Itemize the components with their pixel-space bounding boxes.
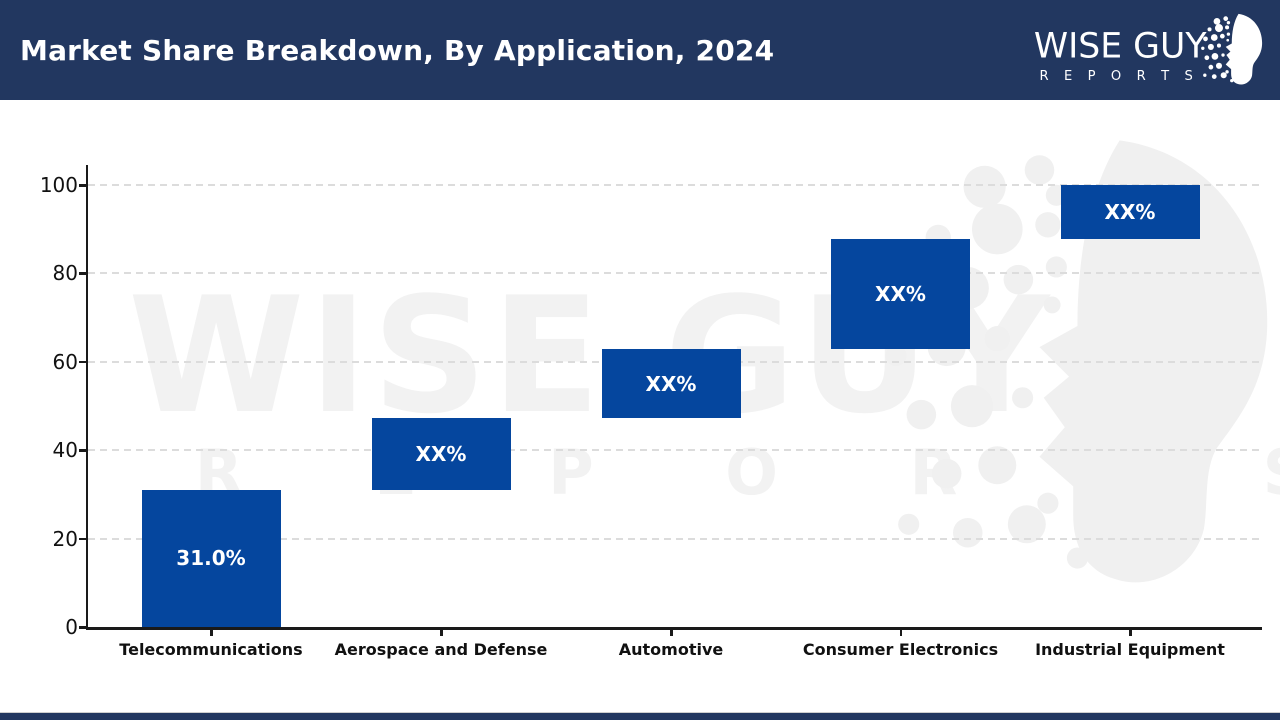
category-label-2: Automotive: [618, 640, 724, 659]
gridline-100: [88, 184, 1262, 186]
brand-subtext: R E P O R T S: [1039, 69, 1198, 84]
y-tick-label-80: 80: [52, 261, 78, 286]
header-bar: Market Share Breakdown, By Application, …: [0, 0, 1280, 100]
category-label-4: Industrial Equipment: [1035, 640, 1225, 659]
bar-aerospace-and-defense: XX%: [371, 418, 511, 490]
bar-telecommunications: 31.0%: [141, 489, 281, 627]
x-tick-mark-4: [1129, 627, 1132, 636]
bar-consumer-electronics: XX%: [831, 239, 970, 349]
y-tick-mark-80: [79, 272, 88, 275]
x-axis-line: [85, 627, 1262, 630]
x-tick-mark-0: [210, 627, 213, 636]
y-tick-mark-0: [79, 626, 88, 629]
chart-title: Market Share Breakdown, By Application, …: [20, 33, 775, 67]
category-label-3: Consumer Electronics: [802, 640, 999, 659]
bar-value-label: XX%: [1104, 200, 1156, 225]
y-tick-label-0: 0: [65, 615, 78, 639]
bar-value-label: 31.0%: [176, 546, 246, 571]
y-axis-line: [85, 165, 88, 630]
gridline-80: [88, 272, 1262, 275]
gridline-20: [88, 537, 1262, 540]
y-tick-mark-100: [79, 184, 88, 187]
y-tick-label-40: 40: [52, 438, 78, 463]
x-tick-mark-1: [440, 627, 443, 636]
brand-logo: WISE GUY R E P O R T S: [1034, 13, 1263, 85]
bar-industrial-equipment: XX%: [1060, 185, 1200, 240]
footer-bar: [0, 712, 1280, 720]
brand-dotface-icon: [1201, 13, 1263, 85]
gridline-40: [88, 449, 1262, 452]
x-tick-mark-3: [899, 627, 902, 636]
y-tick-mark-60: [79, 360, 88, 364]
category-label-0: Telecommunications: [119, 640, 303, 659]
category-label-1: Aerospace and Defense: [334, 640, 548, 659]
brand-wordmark: WISE GUY: [1034, 26, 1207, 66]
y-tick-mark-20: [79, 537, 88, 541]
bar-value-label: XX%: [415, 442, 467, 467]
bar-value-label: XX%: [645, 371, 697, 396]
bar-automotive: XX%: [601, 348, 741, 419]
y-tick-mark-40: [79, 449, 88, 452]
x-tick-mark-2: [670, 627, 673, 636]
bar-value-label: XX%: [875, 282, 926, 307]
y-tick-label-60: 60: [52, 349, 78, 374]
y-tick-label-100: 100: [39, 173, 78, 197]
y-tick-label-20: 20: [52, 526, 78, 551]
